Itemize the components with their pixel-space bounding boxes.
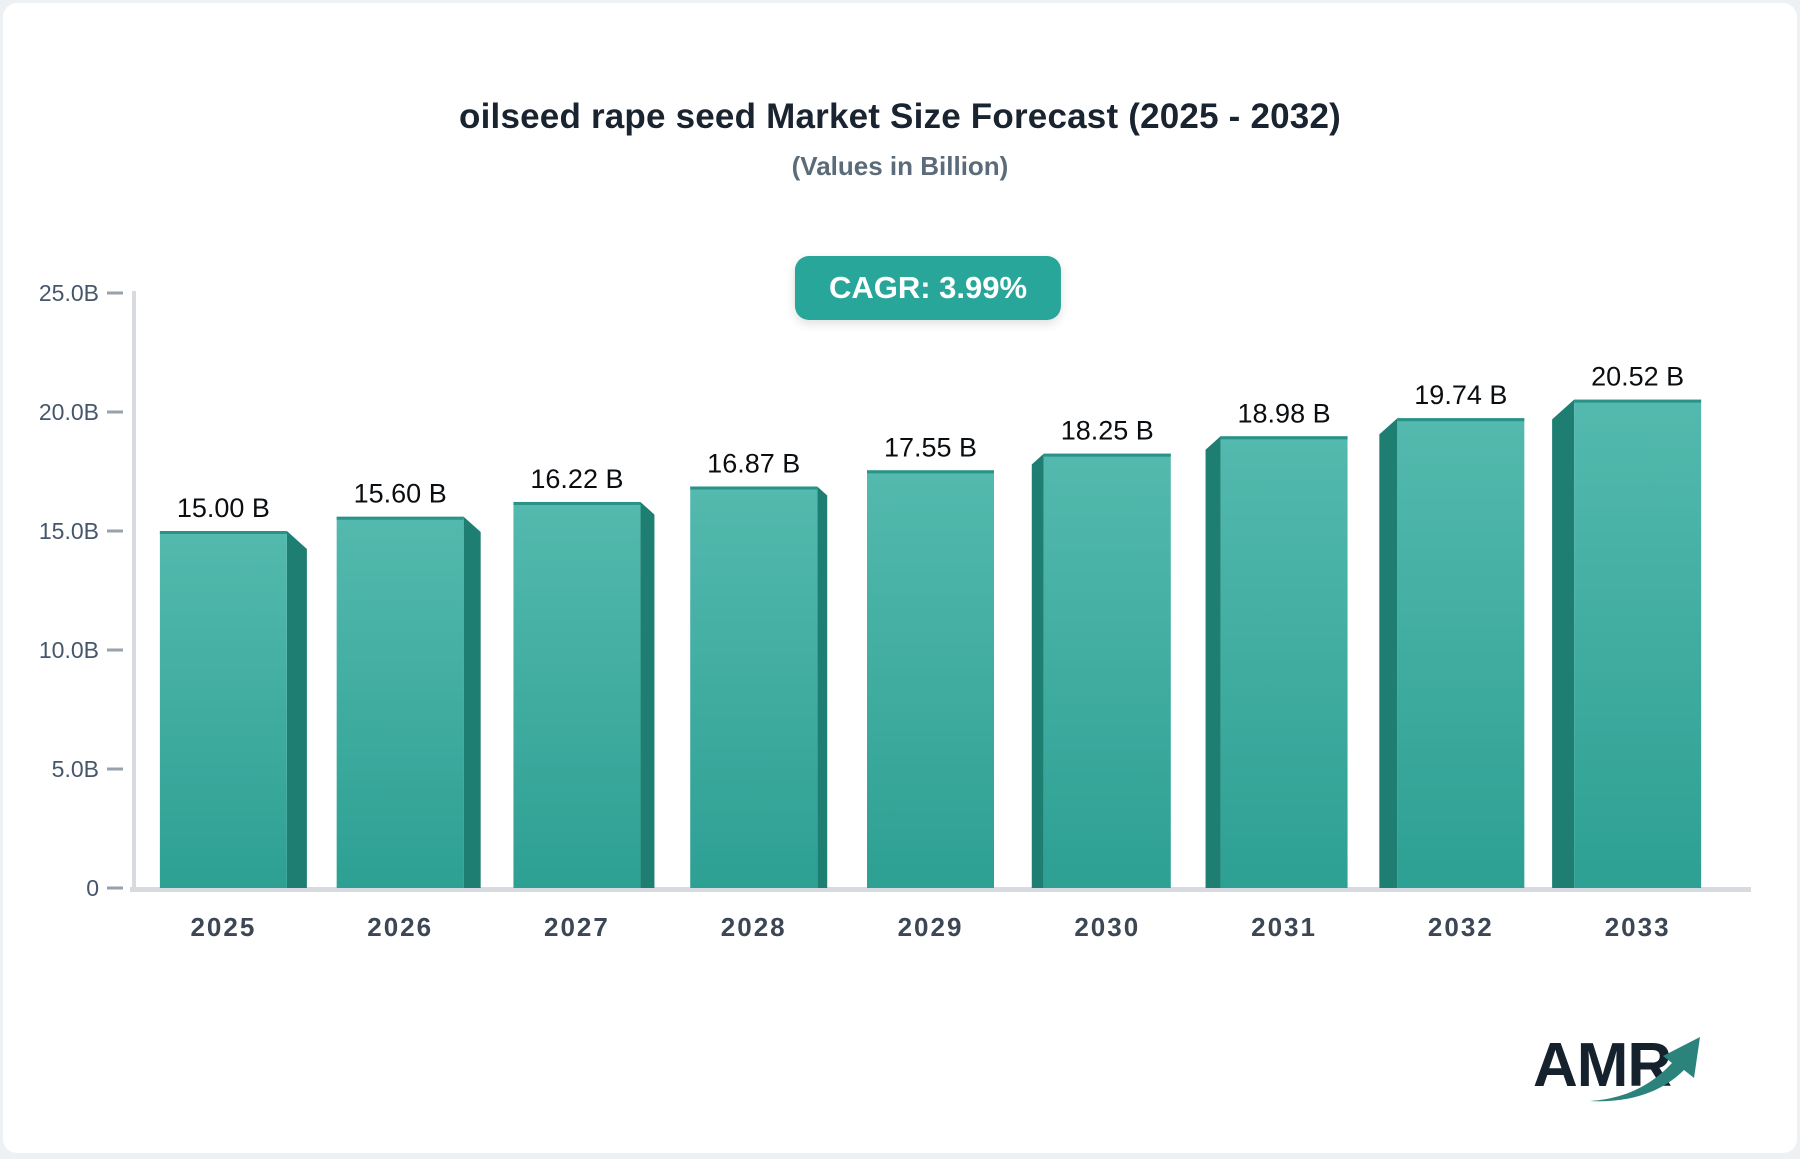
- amr-logo: AMR: [1533, 1033, 1723, 1113]
- bar-value-label: 16.22 B: [530, 464, 623, 494]
- bar-top-edge-2029: [867, 470, 994, 474]
- bar-side-2030: [1031, 453, 1044, 888]
- x-tick-label: 2026: [367, 912, 433, 942]
- y-tick-label: 10.0B: [39, 637, 99, 663]
- bar-value-label: 20.52 B: [1591, 362, 1684, 392]
- bar-value-label: 16.87 B: [707, 448, 800, 478]
- bar-value-label: 18.98 B: [1238, 398, 1331, 428]
- y-tick-mark: [107, 648, 123, 652]
- y-tick-label: 25.0B: [39, 280, 99, 306]
- bar-top-edge-2031: [1220, 436, 1348, 440]
- y-axis-line: [132, 291, 136, 890]
- bar-2027: [513, 501, 641, 888]
- cagr-badge-label: CAGR: 3.99%: [828, 270, 1028, 305]
- bar-top-edge-2032: [1397, 418, 1525, 422]
- growth-arrow-icon: [1590, 1037, 1700, 1102]
- x-tick-label: 2025: [190, 912, 256, 942]
- bar-value-label: 19.74 B: [1414, 380, 1507, 410]
- y-tick-mark: [107, 410, 123, 414]
- bar-2033: [1574, 399, 1702, 888]
- y-tick-label: 5.0B: [52, 756, 99, 782]
- bar-top-edge-2026: [336, 516, 464, 520]
- y-tick-label: 15.0B: [39, 518, 99, 544]
- y-tick-mark: [107, 886, 123, 890]
- bar-2029: [867, 470, 994, 888]
- x-tick-label: 2033: [1605, 912, 1671, 942]
- bar-chart: 0 5.0B 10.0B 15.0B 20.0B 25.0B 15.00 B 2025 15.6…: [39, 280, 1751, 942]
- x-axis-line: [130, 887, 1751, 892]
- bar-top-edge-2028: [690, 486, 818, 490]
- bar-side-2025: [286, 531, 307, 888]
- bar-value-label: 15.00 B: [177, 493, 270, 523]
- bar-2025: [159, 531, 287, 888]
- y-tick-mark: [107, 529, 123, 533]
- x-tick-label: 2029: [898, 912, 964, 942]
- bar-2026: [336, 516, 464, 888]
- cagr-badge: CAGR: 3.99%: [794, 256, 1062, 320]
- bar-value-label: 17.55 B: [884, 432, 977, 462]
- bar-top-edge-2030: [1043, 453, 1171, 457]
- x-tick-label: 2030: [1074, 912, 1140, 942]
- bar-side-2031: [1205, 436, 1221, 888]
- bar-top-edge-2027: [513, 501, 641, 505]
- bar-2031: [1220, 436, 1348, 888]
- bar-2028: [690, 486, 818, 888]
- y-tick-label: 0: [86, 875, 99, 901]
- chart-card: oilseed rape seed Market Size Forecast (…: [3, 3, 1797, 1153]
- bar-value-label: 15.60 B: [354, 479, 447, 509]
- x-tick-label: 2027: [544, 912, 610, 942]
- x-tick-label: 2028: [721, 912, 787, 942]
- bar-2032: [1397, 418, 1525, 888]
- x-tick-label: 2032: [1428, 912, 1494, 942]
- bar-side-2027: [640, 501, 655, 888]
- y-tick-label: 20.0B: [39, 399, 99, 425]
- bar-2030: [1043, 453, 1171, 888]
- bar-top-edge-2033: [1574, 399, 1702, 403]
- chart-subtitle: (Values in Billion): [791, 151, 1009, 181]
- chart-title: oilseed rape seed Market Size Forecast (…: [459, 97, 1341, 136]
- bar-side-2033: [1552, 399, 1575, 888]
- bar-side-2026: [463, 516, 481, 888]
- x-tick-label: 2031: [1251, 912, 1317, 942]
- bar-side-2032: [1379, 418, 1398, 888]
- y-tick-mark: [107, 767, 123, 771]
- bar-value-label: 18.25 B: [1061, 416, 1154, 446]
- bar-top-edge-2025: [159, 531, 287, 534]
- bar-side-2028: [817, 486, 828, 888]
- y-tick-mark: [107, 291, 123, 295]
